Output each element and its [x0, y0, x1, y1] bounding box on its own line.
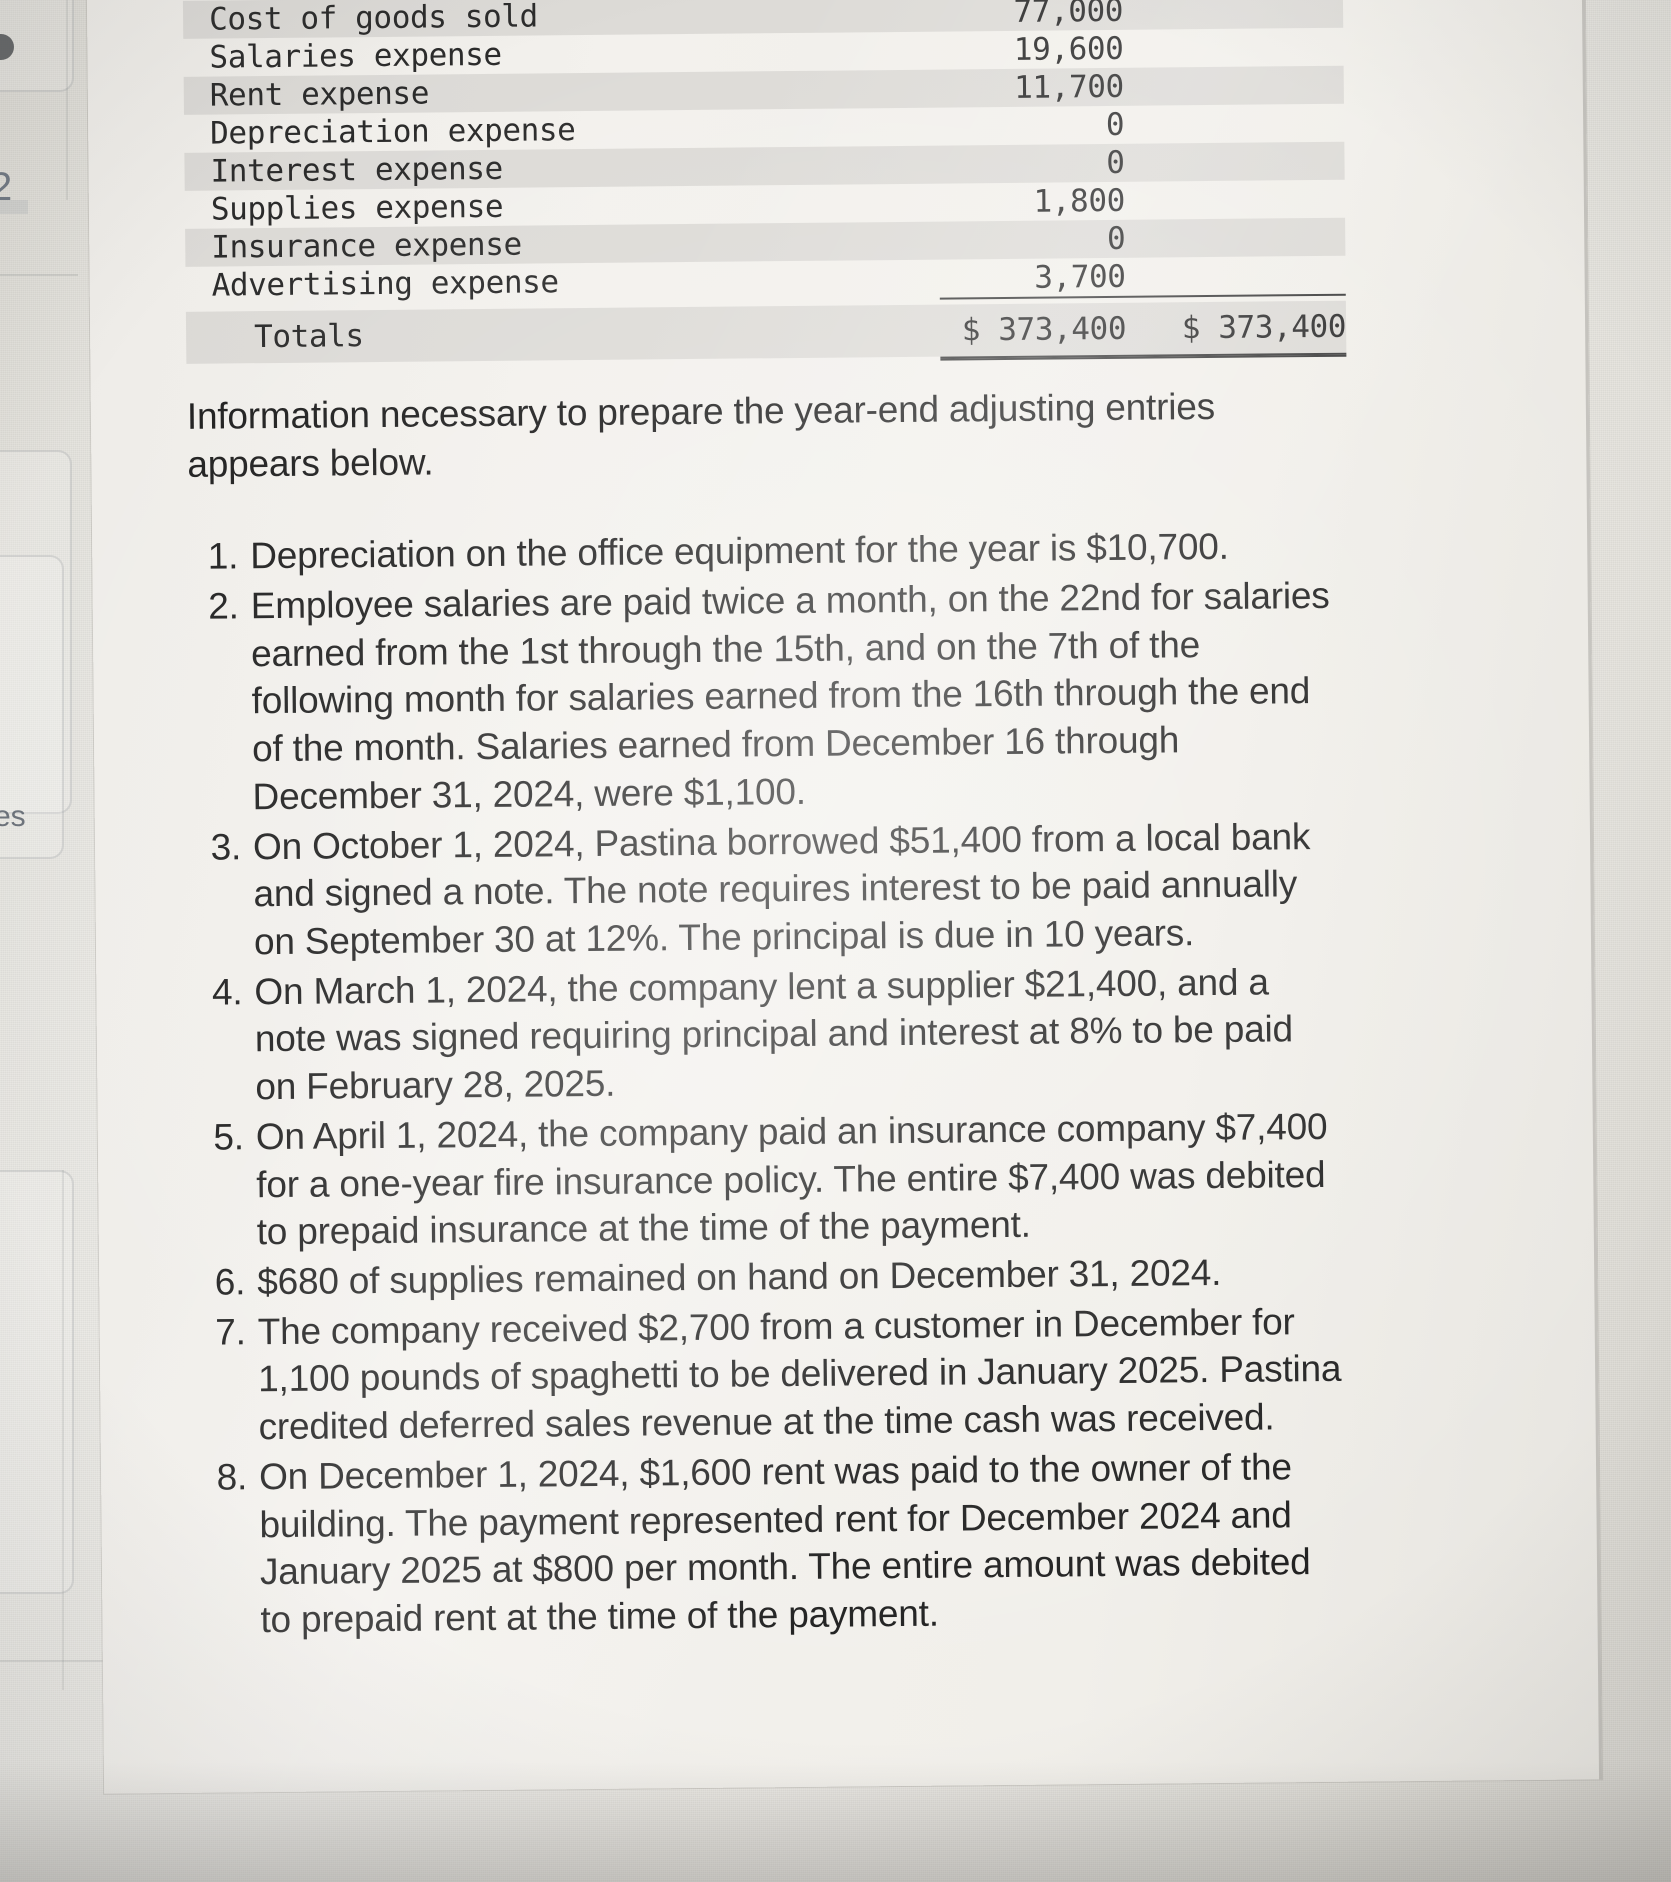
account-label: Salaries expense — [209, 36, 502, 76]
list-item-number: 6. — [214, 1261, 246, 1303]
adjusting-entries-list: 1. Depreciation on the office equipment … — [188, 522, 1349, 1645]
account-label: Rent expense — [209, 75, 430, 114]
list-item-number: 7. — [215, 1311, 246, 1353]
credit-amount — [1134, 123, 1344, 125]
adjusting-entries-section: Information necessary to prepare the yea… — [187, 382, 1349, 1647]
list-item-text: The company received $2,700 from a custo… — [257, 1300, 1342, 1448]
list-item-number: 1. — [207, 535, 239, 577]
credit-amount — [1134, 85, 1344, 87]
list-item-text: On October 1, 2024, Pastina borrowed $51… — [252, 815, 1311, 963]
account-label: Advertising expense — [211, 264, 559, 304]
list-item: 6. $680 of supplies remained on hand on … — [195, 1248, 1345, 1307]
list-item-number: 8. — [216, 1456, 248, 1498]
credit-amount — [1133, 47, 1343, 49]
list-item-text: On December 1, 2024, $1,600 rent was pai… — [258, 1446, 1311, 1641]
debit-amount: 0 — [1105, 106, 1125, 143]
list-item: 8. On December 1, 2024, $1,600 rent was … — [197, 1443, 1349, 1645]
debit-amount: 3,700 — [1034, 258, 1126, 296]
list-item: 7. The company received $2,700 from a cu… — [195, 1297, 1346, 1451]
list-item: 4. On March 1, 2024, the company lent a … — [192, 957, 1343, 1111]
totals-debit: $ 373,400 — [961, 310, 1127, 349]
list-item: 3. On October 1, 2024, Pastina borrowed … — [191, 812, 1342, 966]
credit-amount — [1136, 275, 1346, 277]
account-label: Insurance expense — [211, 226, 522, 266]
credit-amount — [1135, 199, 1345, 201]
debit-amount: 11,700 — [1014, 68, 1124, 106]
debit-amount: 0 — [1106, 220, 1126, 257]
debit-amount: 19,600 — [1013, 30, 1124, 68]
list-item: 2. Employee salaries are paid twice a mo… — [189, 572, 1341, 822]
intro-paragraph: Information necessary to prepare the yea… — [186, 385, 1216, 485]
list-item-number: 2. — [208, 585, 239, 627]
debit-amount: 1,800 — [1033, 182, 1126, 220]
list-item-text: $680 of supplies remained on hand on Dec… — [257, 1251, 1222, 1303]
list-item-number: 3. — [210, 825, 242, 868]
list-item-text: On March 1, 2024, the company lent a sup… — [254, 961, 1294, 1108]
totals-label: Totals — [253, 318, 364, 356]
debit-amount: 0 — [1106, 144, 1125, 181]
list-item: 5. On April 1, 2024, the company paid an… — [194, 1103, 1345, 1257]
credit-amount — [1135, 161, 1345, 163]
list-item: 1. Depreciation on the office equipment … — [188, 522, 1338, 581]
document-panel: Cost of goods sold 77,000 Salaries expen… — [86, 0, 1603, 1794]
trial-balance-table: Cost of goods sold 77,000 Salaries expen… — [182, 0, 1347, 374]
list-item-number: 5. — [213, 1116, 245, 1158]
account-label: Supplies expense — [210, 188, 504, 228]
credit-amount — [1133, 9, 1343, 11]
list-item-text: On April 1, 2024, the company paid an in… — [255, 1105, 1328, 1253]
debit-amount: 77,000 — [1013, 0, 1124, 30]
list-item-text: Depreciation on the office equipment for… — [250, 526, 1229, 577]
credit-amount — [1135, 237, 1345, 239]
list-item-number: 4. — [211, 970, 243, 1013]
totals-credit: $ 373,400 — [1181, 308, 1347, 347]
account-label: Depreciation expense — [210, 112, 576, 152]
list-item-text: Employee salaries are paid twice a month… — [250, 574, 1330, 818]
account-label: Interest expense — [210, 150, 503, 190]
